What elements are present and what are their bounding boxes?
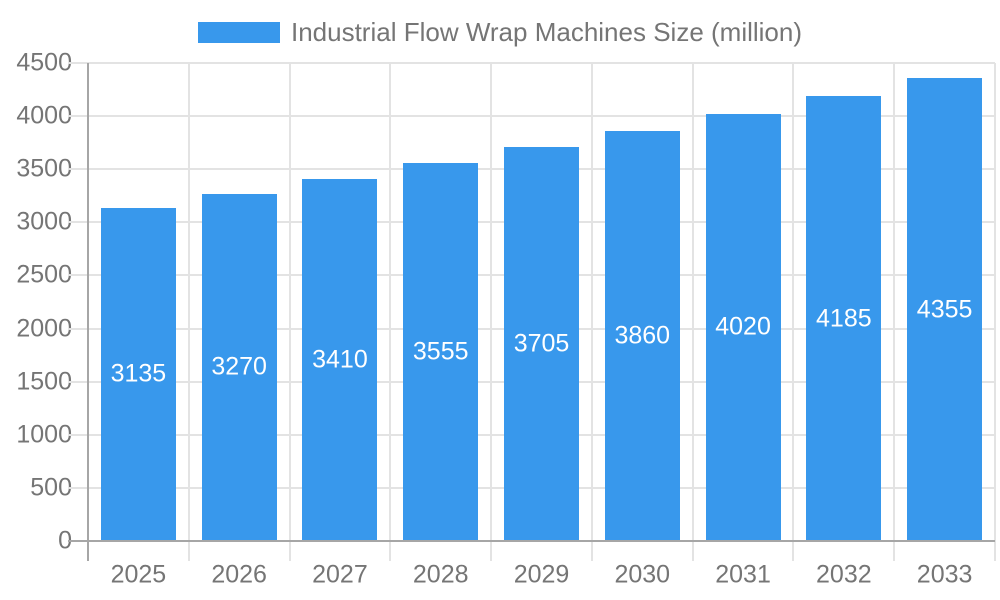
y-axis-tick-label: 0 [58, 526, 72, 555]
y-axis-tick-label: 4500 [16, 48, 72, 77]
bar-2025[interactable] [100, 207, 176, 541]
x-gridline [792, 63, 795, 561]
x-axis-tick-label: 2031 [715, 560, 771, 589]
y-gridline [68, 115, 995, 118]
x-gridline [389, 63, 392, 561]
bar-value-label: 4185 [816, 304, 872, 333]
bar-value-label: 3410 [312, 345, 368, 374]
y-axis-tick-label: 3500 [16, 154, 72, 183]
bar-2028[interactable] [403, 163, 479, 541]
bar-value-label: 3555 [412, 337, 469, 366]
y-axis-tick-label: 500 [30, 473, 72, 502]
bar-2026[interactable] [201, 193, 277, 541]
y-axis-tick-label: 2500 [16, 260, 72, 289]
x-axis-tick-label: 2027 [312, 560, 368, 589]
y-axis-tick-label: 4000 [16, 101, 72, 130]
x-gridline [490, 63, 493, 561]
x-axis-tick-label: 2032 [816, 560, 872, 589]
chart-legend-item[interactable]: Industrial Flow Wrap Machines Size (mill… [0, 17, 1000, 47]
bar-2033[interactable] [907, 78, 983, 541]
bar-value-label: 3270 [211, 352, 267, 381]
x-axis-line [68, 540, 995, 542]
y-axis-tick-label: 3000 [16, 207, 72, 236]
y-axis-line [87, 63, 89, 561]
x-gridline [893, 63, 896, 561]
bar-value-label: 3705 [513, 329, 570, 358]
bar-2032[interactable] [806, 96, 882, 541]
bar-value-label: 4020 [715, 312, 771, 341]
bar-2030[interactable] [604, 130, 680, 541]
x-gridline [187, 63, 190, 561]
bar-value-label: 3135 [110, 359, 167, 388]
x-gridline [994, 63, 996, 561]
bar-2031[interactable] [705, 113, 781, 541]
bar-value-label: 4355 [916, 295, 973, 324]
x-axis-tick-label: 2030 [614, 560, 671, 589]
x-axis-tick-label: 2026 [211, 560, 267, 589]
x-gridline [288, 63, 291, 561]
y-axis-tick-label: 1500 [16, 367, 72, 396]
x-axis-tick-label: 2029 [513, 560, 570, 589]
x-gridline [691, 63, 694, 561]
legend-color-swatch [197, 22, 280, 43]
bar-2027[interactable] [302, 178, 378, 541]
x-gridline [590, 63, 593, 561]
legend-series-label: Industrial Flow Wrap Machines Size (mill… [290, 17, 802, 47]
bar-2029[interactable] [504, 147, 579, 541]
y-gridline [68, 62, 995, 64]
y-axis-tick-label: 1000 [16, 420, 72, 449]
bar-value-label: 3860 [614, 321, 671, 350]
x-axis-tick-label: 2028 [412, 560, 469, 589]
x-axis-tick-label: 2033 [916, 560, 973, 589]
x-axis-tick-label: 2025 [110, 560, 167, 589]
y-axis-tick-label: 2000 [16, 314, 72, 343]
